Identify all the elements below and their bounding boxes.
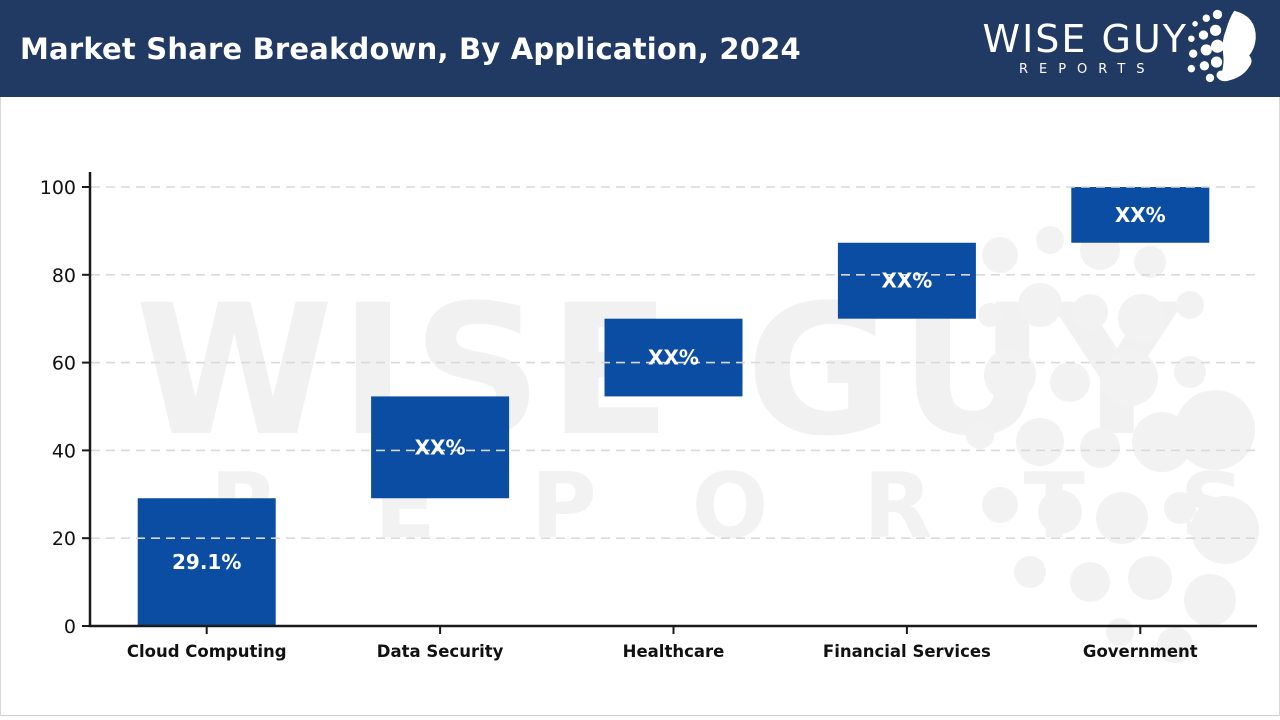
y-tick-label-20: 20 [52,528,76,550]
x-category-label-cloud-computing: Cloud Computing [127,642,287,661]
x-category-label-government: Government [1083,642,1198,661]
bar-label-government: XX% [1115,203,1166,227]
bar-financial-services [837,242,976,319]
logo-head-icon [1187,9,1256,82]
bar-label-healthcare: XX% [648,346,699,370]
y-tick-label-40: 40 [52,440,76,462]
x-category-label-data-security: Data Security [377,642,504,661]
x-category-label-healthcare: Healthcare [623,642,725,661]
y-tick-label-100: 100 [40,177,76,199]
page-title: Market Share Breakdown, By Application, … [20,31,801,66]
logo-wordmark: WISE GUY [982,17,1188,61]
bar-healthcare [604,318,743,397]
x-category-label-financial-services: Financial Services [823,642,991,661]
bar-label-financial-services: XX% [881,269,932,293]
y-tick-label-0: 0 [64,616,76,638]
bar-government [1071,187,1210,243]
wise-guy-reports-logo: WISE GUY REPORTS [983,7,1280,91]
bar-label-data-security: XX% [415,435,466,459]
logo-text: WISE GUY REPORTS [983,20,1188,77]
header-bar: Market Share Breakdown, By Application, … [0,0,1280,97]
bar-label-cloud-computing: 29.1% [172,550,241,574]
y-tick-label-80: 80 [52,265,76,287]
bar-cloud-computing [137,498,276,626]
bar-data-security [371,396,510,499]
y-tick-label-60: 60 [52,353,76,375]
logo-subtitle: REPORTS [1018,62,1156,77]
